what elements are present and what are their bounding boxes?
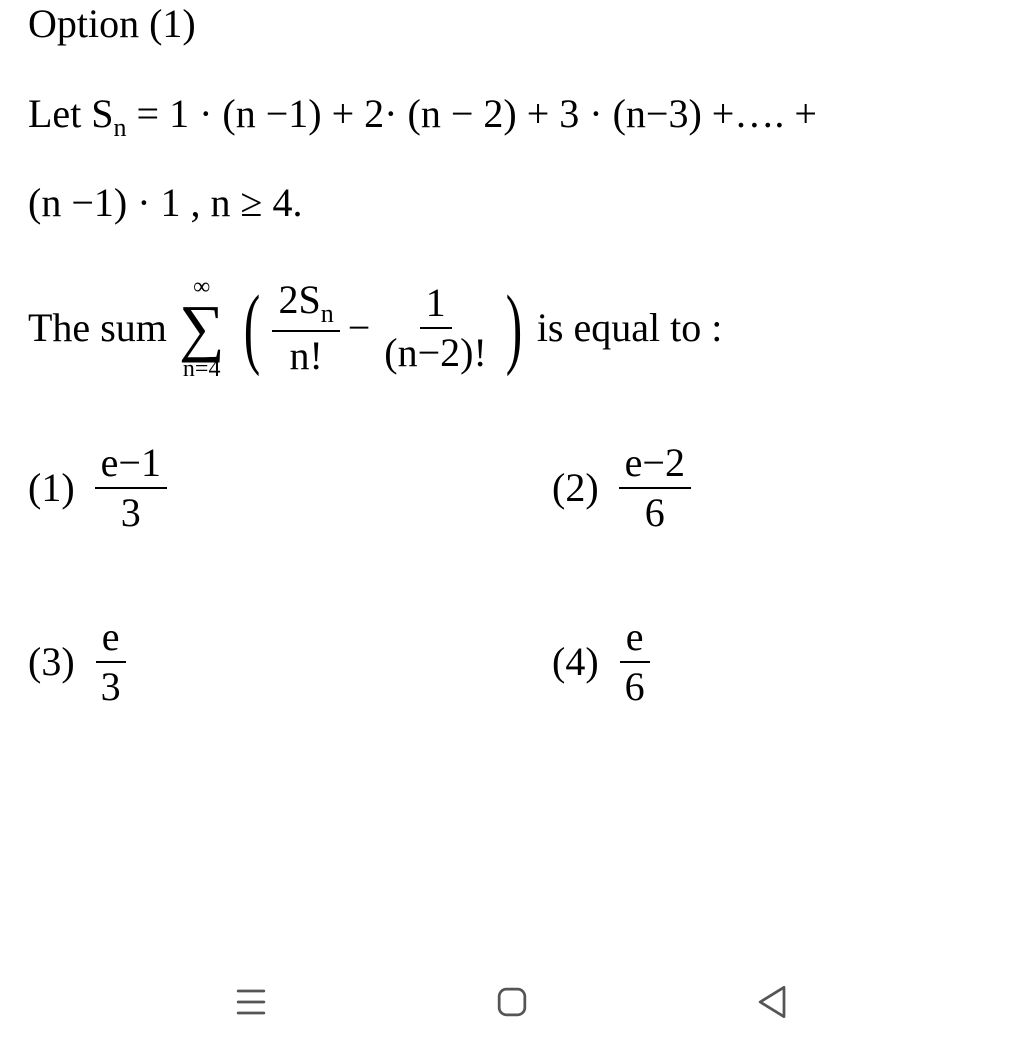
option-num: e−2 <box>619 441 691 489</box>
sum-expression: The sum ∞ ∑ n=4 ( 2Sn n! − 1 (n−2)! ) is… <box>28 275 996 381</box>
definition-line-2: (n −1) · 1 , n ≥ 4. <box>28 173 996 233</box>
option-fraction: e−2 6 <box>619 441 691 535</box>
option-label: (3) <box>28 638 75 685</box>
option-1[interactable]: (1) e−1 3 <box>28 441 472 535</box>
subscript-n: n <box>114 113 127 142</box>
option-den: 6 <box>619 663 651 709</box>
option-fraction: e 3 <box>95 615 127 709</box>
option-fraction: e−1 3 <box>95 441 167 535</box>
left-paren: ( <box>243 296 259 359</box>
option-label: (1) <box>28 464 75 511</box>
frac2-num: 1 <box>420 281 452 329</box>
frac1-num-prefix: 2S <box>278 277 320 322</box>
option-den: 3 <box>95 663 127 709</box>
s-definition: = 1 · (n −1) + 2· (n − 2) + 3 · (n−3) +…… <box>127 91 817 136</box>
option-3[interactable]: (3) e 3 <box>28 615 472 709</box>
options-grid: (1) e−1 3 (2) e−2 6 (3) e 3 (4) e 6 <box>28 441 996 709</box>
option-label: (4) <box>552 638 599 685</box>
minus-sign: − <box>348 304 371 351</box>
right-paren: ) <box>506 296 522 359</box>
frac1-num-subscript: n <box>321 299 334 328</box>
frac1-den: n! <box>283 332 328 378</box>
fraction-2: 1 (n−2)! <box>378 281 493 375</box>
recent-apps-icon[interactable] <box>229 980 273 1024</box>
option-den: 6 <box>639 489 671 535</box>
sigma: ∑ <box>179 299 225 357</box>
sum-suffix-text: is equal to : <box>537 304 723 351</box>
definition-line-1: Let Sn = 1 · (n −1) + 2· (n − 2) + 3 · (… <box>28 84 996 147</box>
option-2[interactable]: (2) e−2 6 <box>552 441 996 535</box>
summation-symbol: ∞ ∑ n=4 <box>179 275 225 381</box>
fraction-1: 2Sn n! <box>272 278 339 379</box>
back-icon[interactable] <box>751 980 795 1024</box>
option-num: e−1 <box>95 441 167 489</box>
frac2-den: (n−2)! <box>378 329 493 375</box>
option-fraction: e 6 <box>619 615 651 709</box>
home-icon[interactable] <box>490 980 534 1024</box>
option-label: (2) <box>552 464 599 511</box>
option-den: 3 <box>115 489 147 535</box>
summand: ( 2Sn n! − 1 (n−2)! ) <box>237 278 529 379</box>
let-s: Let S <box>28 91 114 136</box>
sum-prefix-text: The sum <box>28 304 167 351</box>
option-num: e <box>96 615 126 663</box>
sum-lower-limit: n=4 <box>183 357 221 381</box>
android-navbar <box>0 980 1024 1024</box>
option-num: e <box>620 615 650 663</box>
option-4[interactable]: (4) e 6 <box>552 615 996 709</box>
option-heading: Option (1) <box>28 0 996 54</box>
